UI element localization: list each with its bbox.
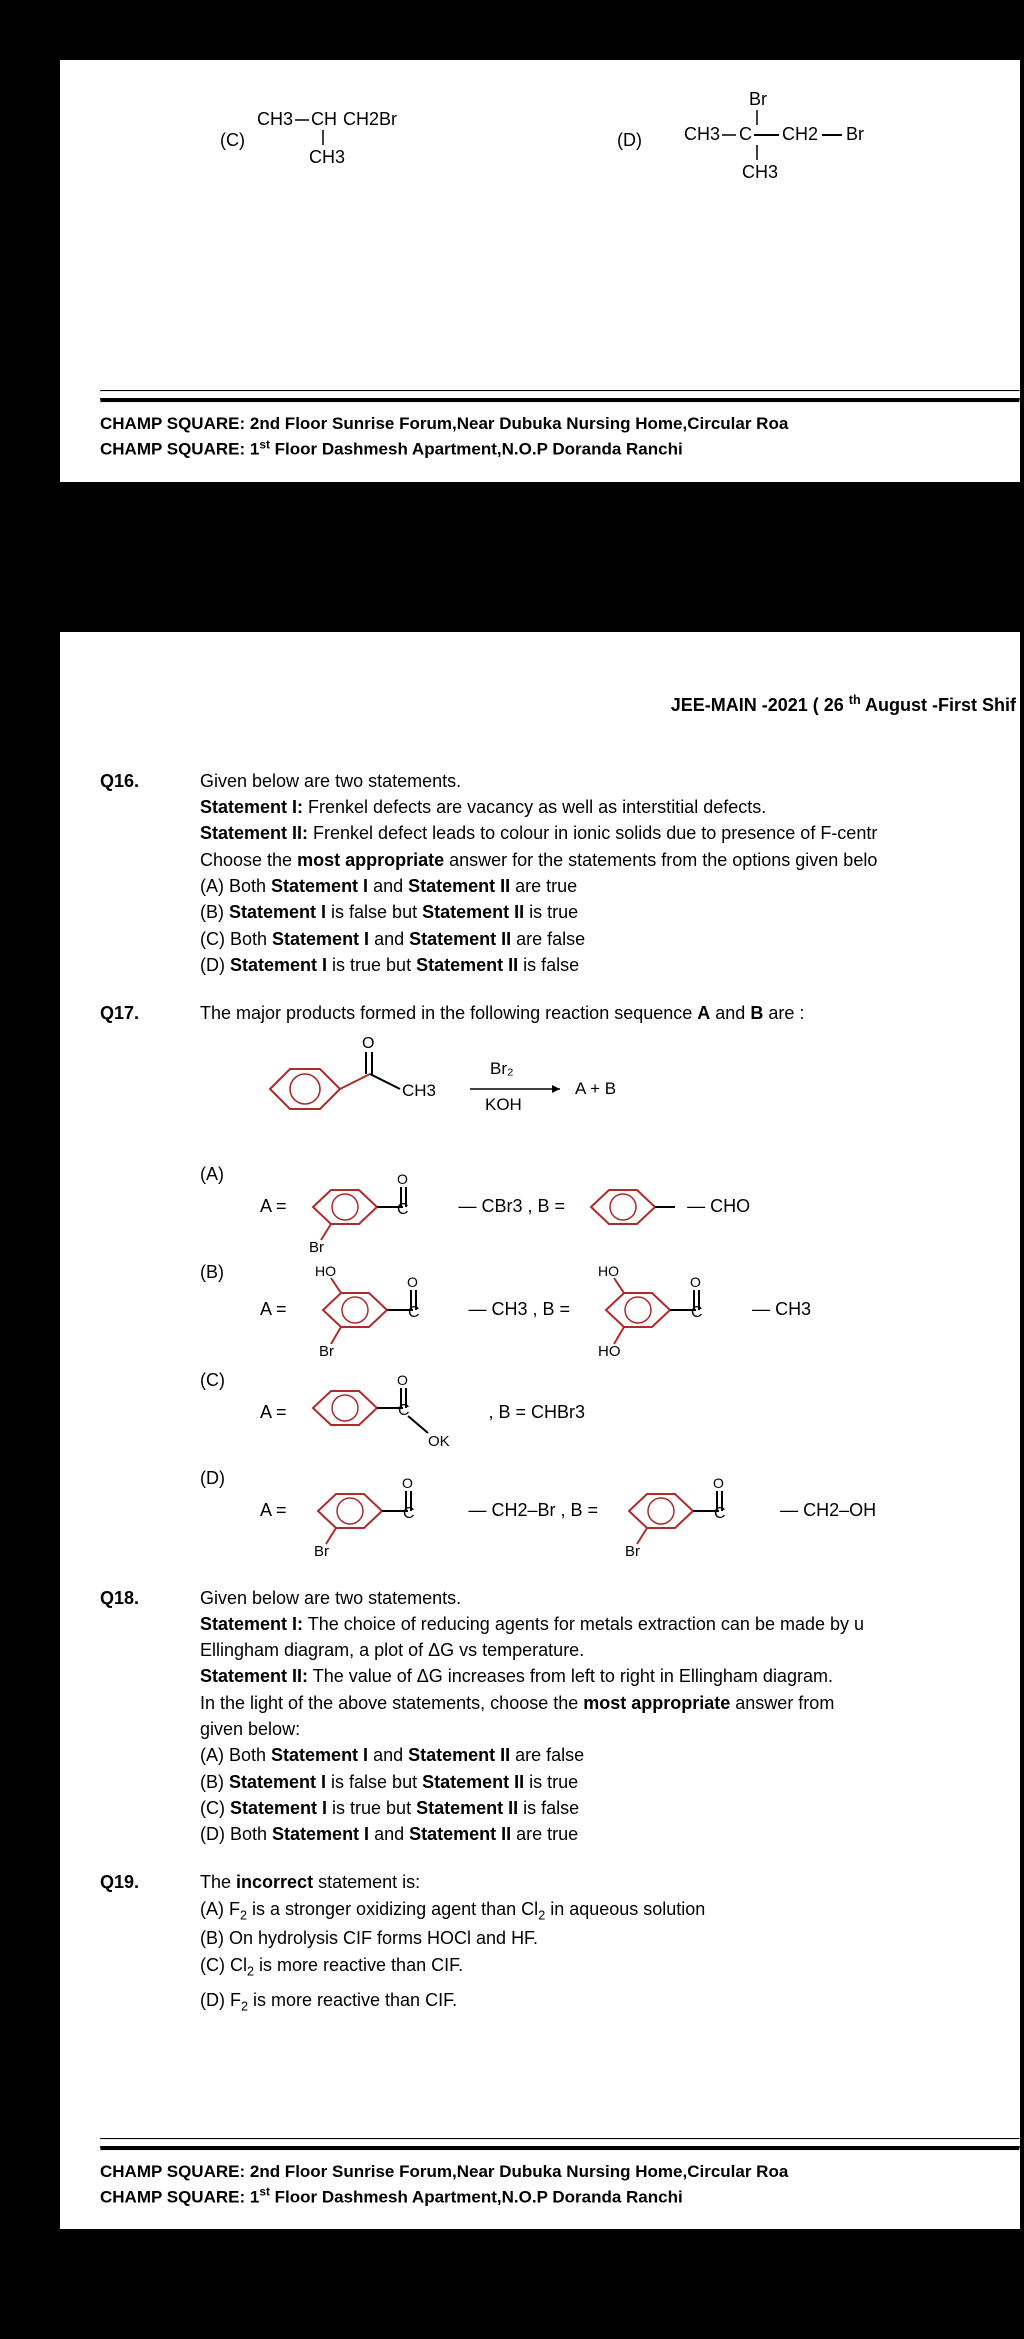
footer2-line-2: CHAMP SQUARE: 1st Floor Dashmesh Apartme… xyxy=(100,2184,1020,2210)
q17-opt-b: (B) A = HO Br xyxy=(200,1260,1020,1360)
svg-text:C: C xyxy=(397,1201,409,1218)
q18-opt-a: (A) Both Statement I and Statement II ar… xyxy=(200,1743,1020,1767)
q18-s2: Statement II: The value of ΔG increases … xyxy=(200,1664,1020,1688)
svg-text:O: O xyxy=(402,1475,413,1491)
q17-b-structA-icon: HO Br O C xyxy=(293,1260,463,1360)
q17-prompt: The major products formed in the followi… xyxy=(200,1001,1020,1025)
q18-opt-b: (B) Statement I is false but Statement I… xyxy=(200,1770,1020,1794)
q17-opt-c: (C) A = O C xyxy=(200,1368,1020,1458)
svg-text:HO: HO xyxy=(315,1263,336,1279)
svg-text:CH2: CH2 xyxy=(782,124,818,144)
svg-text:C: C xyxy=(408,1304,420,1321)
q16-opt-a: (A) Both Statement I and Statement II ar… xyxy=(200,874,1020,898)
svg-text:KOH: KOH xyxy=(485,1095,522,1114)
q17-reaction-scheme: O CH3 Br₂ KOH A + B xyxy=(240,1034,660,1144)
q17-d-structA-icon: Br O C xyxy=(293,1466,463,1556)
svg-text:CH2Br: CH2Br xyxy=(343,109,397,129)
q16-s1: Statement I: Frenkel defects are vacancy… xyxy=(200,795,1020,819)
q17-opt-d: (D) A = Br O xyxy=(200,1466,1020,1556)
footer-line-1: CHAMP SQUARE: 2nd Floor Sunrise Forum,Ne… xyxy=(100,413,1020,436)
q18-opt-d: (D) Both Statement I and Statement II ar… xyxy=(200,1822,1020,1846)
question-19: Q19. The incorrect statement is: (A) F2 … xyxy=(100,1870,1020,2017)
q18-intro: Given below are two statements. xyxy=(200,1586,1020,1610)
option-c-label: (C) xyxy=(220,128,245,152)
footer-line-2: CHAMP SQUARE: 1st Floor Dashmesh Apartme… xyxy=(100,436,1020,462)
svg-text:HO: HO xyxy=(598,1343,621,1360)
svg-text:CH: CH xyxy=(311,109,337,129)
svg-text:Br: Br xyxy=(314,1543,329,1556)
q16-num: Q16. xyxy=(100,769,200,979)
svg-text:CH3: CH3 xyxy=(257,109,293,129)
q18-choose: In the light of the above statements, ch… xyxy=(200,1691,1020,1715)
q17-d-structB-icon: Br O C xyxy=(604,1466,774,1556)
q16-choose: Choose the most appropriate answer for t… xyxy=(200,848,1020,872)
svg-text:CH3: CH3 xyxy=(309,147,345,167)
structure-option-c: CH3 CH CH2Br CH3 xyxy=(257,105,437,175)
q18-opt-c: (C) Statement I is true but Statement II… xyxy=(200,1796,1020,1820)
q19-opt-b: (B) On hydrolysis CIF forms HOCl and HF. xyxy=(200,1926,1020,1950)
question-17: Q17. The major products formed in the fo… xyxy=(100,1001,1020,1563)
q16-opt-d: (D) Statement I is true but Statement II… xyxy=(200,953,1020,977)
svg-text:A + B: A + B xyxy=(575,1079,616,1098)
svg-text:O: O xyxy=(407,1274,418,1290)
q16-s2: Statement II: Frenkel defect leads to co… xyxy=(200,821,1020,845)
question-18: Q18. Given below are two statements. Sta… xyxy=(100,1586,1020,1849)
svg-text:CH3: CH3 xyxy=(402,1081,436,1100)
q17-b-structB-icon: HO HO O C xyxy=(576,1260,746,1360)
option-d-label: (D) xyxy=(617,128,642,152)
svg-text:Br: Br xyxy=(749,90,767,109)
svg-text:O: O xyxy=(397,1372,408,1388)
svg-text:Br: Br xyxy=(319,1343,334,1360)
q19-opt-c: (C) Cl2 is more reactive than CIF. xyxy=(200,1953,1020,1981)
svg-text:Br: Br xyxy=(625,1543,640,1556)
q17-opt-a: (A) A = Br O xyxy=(200,1162,1020,1252)
page-2: JEE-MAIN -2021 ( 26 th August -First Shi… xyxy=(60,632,1020,2230)
svg-text:HO: HO xyxy=(598,1263,619,1279)
svg-text:C: C xyxy=(691,1304,703,1321)
structure-option-d: Br CH3 C CH2 Br CH3 xyxy=(654,90,874,190)
q19-prompt: The incorrect statement is: xyxy=(200,1870,1020,1894)
svg-text:O: O xyxy=(362,1035,374,1052)
svg-text:O: O xyxy=(690,1274,701,1290)
q18-num: Q18. xyxy=(100,1586,200,1849)
svg-text:O: O xyxy=(397,1171,408,1187)
q18-s1b: Ellingham diagram, a plot of ΔG vs tempe… xyxy=(200,1638,1020,1662)
svg-text:C: C xyxy=(714,1505,726,1522)
footer2-line-1: CHAMP SQUARE: 2nd Floor Sunrise Forum,Ne… xyxy=(100,2161,1020,2184)
svg-text:CH3: CH3 xyxy=(742,162,778,182)
svg-text:Br: Br xyxy=(846,124,864,144)
svg-text:C: C xyxy=(403,1505,415,1522)
q18-s1: Statement I: The choice of reducing agen… xyxy=(200,1612,1020,1636)
top-options-row: (C) CH3 CH CH2Br CH3 (D) Br xyxy=(100,80,1020,190)
svg-text:CH3: CH3 xyxy=(684,124,720,144)
q17-c-structA-icon: O C OK xyxy=(293,1368,483,1458)
q16-opt-c: (C) Both Statement I and Statement II ar… xyxy=(200,927,1020,951)
page-header: JEE-MAIN -2021 ( 26 th August -First Shi… xyxy=(100,652,1020,747)
svg-text:OK: OK xyxy=(428,1433,450,1450)
svg-text:Br: Br xyxy=(309,1239,324,1252)
q17-a-structA-icon: Br O C xyxy=(293,1162,453,1252)
q16-opt-b: (B) Statement I is false but Statement I… xyxy=(200,900,1020,924)
q17-num: Q17. xyxy=(100,1001,200,1563)
svg-text:O: O xyxy=(713,1475,724,1491)
q17-a-structB-icon xyxy=(571,1172,681,1242)
q19-opt-d: (D) F2 is more reactive than CIF. xyxy=(200,1988,1020,2016)
q18-choose2: given below: xyxy=(200,1717,1020,1741)
q16-intro: Given below are two statements. xyxy=(200,769,1020,793)
question-16: Q16. Given below are two statements. Sta… xyxy=(100,769,1020,979)
svg-text:C: C xyxy=(739,124,752,144)
page-1: (C) CH3 CH CH2Br CH3 (D) Br xyxy=(60,60,1020,482)
svg-text:Br₂: Br₂ xyxy=(490,1059,514,1078)
q19-num: Q19. xyxy=(100,1870,200,2017)
q19-opt-a: (A) F2 is a stronger oxidizing agent tha… xyxy=(200,1897,1020,1925)
